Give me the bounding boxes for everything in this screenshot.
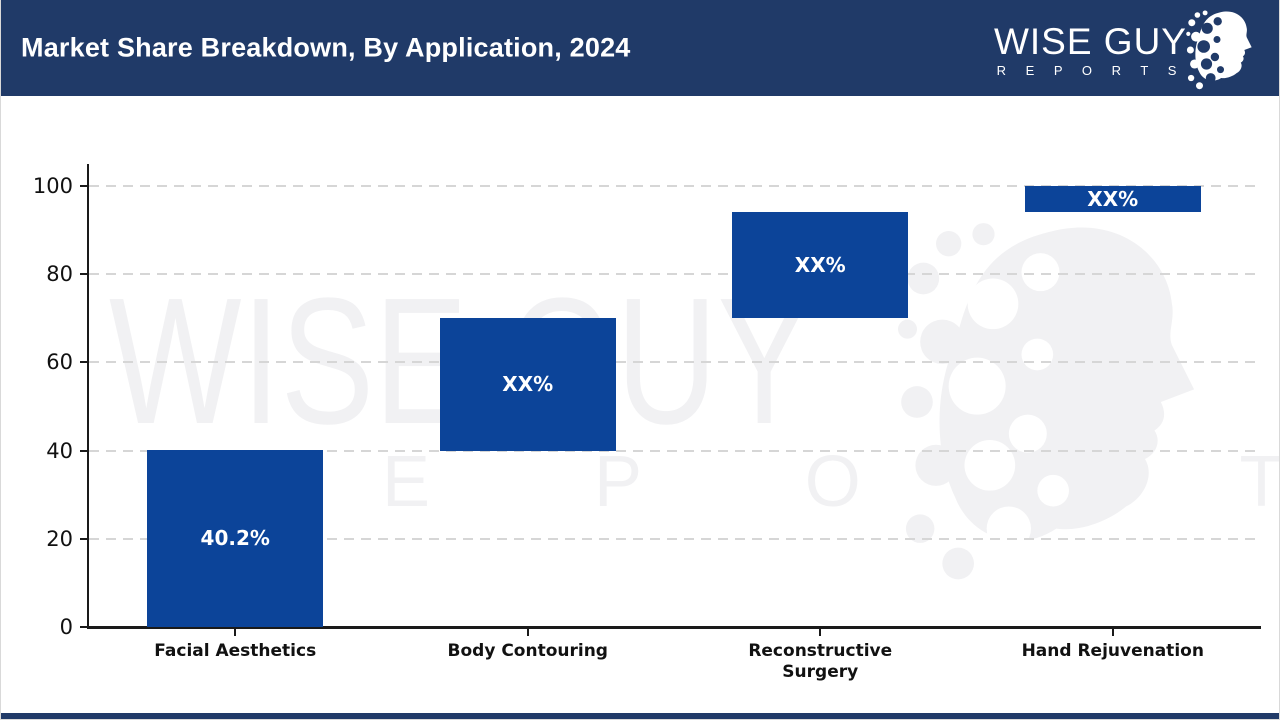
y-tick-label: 60 [46,350,73,375]
y-tick-label: 20 [46,526,73,551]
x-tick-mark [1111,629,1114,636]
y-axis-spine [87,164,89,629]
y-tick-label: 100 [32,174,73,198]
gridline [89,537,1259,540]
y-tick-mark [80,626,88,628]
logo-text: WISE GUY R E P O R T S [994,23,1187,78]
y-tick-label: 0 [59,615,73,639]
x-axis-spine [87,626,1261,629]
x-axis-label: Hand Rejuvenation [1021,641,1204,661]
header: Market Share Breakdown, By Application, … [1,0,1279,96]
logo-reports-label: R E P O R T S [996,62,1185,78]
bar-value-label: 40.2% [200,526,270,551]
x-axis-label: Facial Aesthetics [154,641,317,661]
gridline [89,361,1259,364]
y-tick-label: 80 [46,262,73,287]
bar-value-label: XX% [1087,187,1139,212]
gridline [89,449,1259,452]
brand-logo: WISE GUY R E P O R T S [994,8,1267,92]
x-tick-mark [819,629,822,636]
y-tick-mark [80,185,88,187]
bar-value-label: XX% [794,253,846,278]
y-tick-mark [80,273,88,276]
x-axis-label: Reconstructive Surgery [748,641,893,683]
x-tick-mark [234,629,237,636]
logo-head-icon [1186,10,1252,90]
gridline [89,185,1259,187]
x-tick-mark [526,629,529,636]
plot-area: 0 20 40 60 80 100 40.2% Facial Aesthetics XX% Bod… [1,96,1279,713]
footer-bar [1,713,1279,720]
bar: XX% [732,212,909,319]
bar: 40.2% [147,449,324,627]
y-tick-mark [80,537,88,540]
bar: XX% [1024,186,1201,213]
bar-value-label: XX% [502,372,554,397]
gridline [89,273,1259,276]
bar: XX% [439,318,616,451]
y-tick-label: 40 [46,438,73,463]
x-axis-label: Body Contouring [447,641,608,661]
page-title: Market Share Breakdown, By Application, … [21,32,631,63]
y-tick-mark [80,361,88,364]
logo-wordmark: WISE GUY [993,20,1187,62]
y-tick-mark [80,449,88,452]
